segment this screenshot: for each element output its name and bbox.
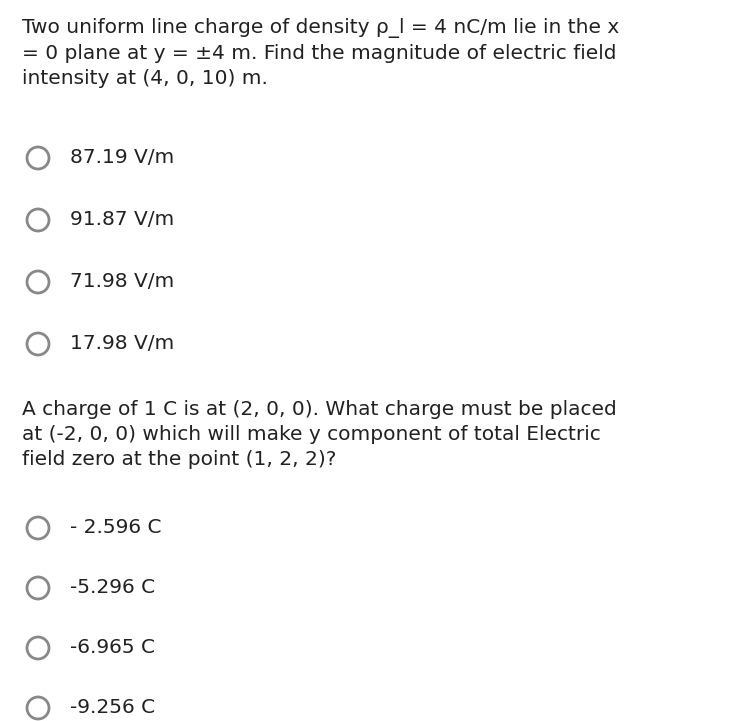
Text: -6.965 C: -6.965 C [70,638,155,657]
Text: Two uniform line charge of density ρ_l = 4 nC/m lie in the x
= 0 plane at y = ±4: Two uniform line charge of density ρ_l =… [22,18,620,88]
Text: - 2.596 C: - 2.596 C [70,518,161,537]
Text: 71.98 V/m: 71.98 V/m [70,272,174,291]
Text: -9.256 C: -9.256 C [70,698,155,717]
Text: -5.296 C: -5.296 C [70,578,155,597]
Text: 17.98 V/m: 17.98 V/m [70,334,174,353]
Text: 87.19 V/m: 87.19 V/m [70,148,174,167]
Text: A charge of 1 C is at (2, 0, 0). What charge must be placed
at (-2, 0, 0) which : A charge of 1 C is at (2, 0, 0). What ch… [22,400,616,469]
Text: 91.87 V/m: 91.87 V/m [70,210,174,229]
